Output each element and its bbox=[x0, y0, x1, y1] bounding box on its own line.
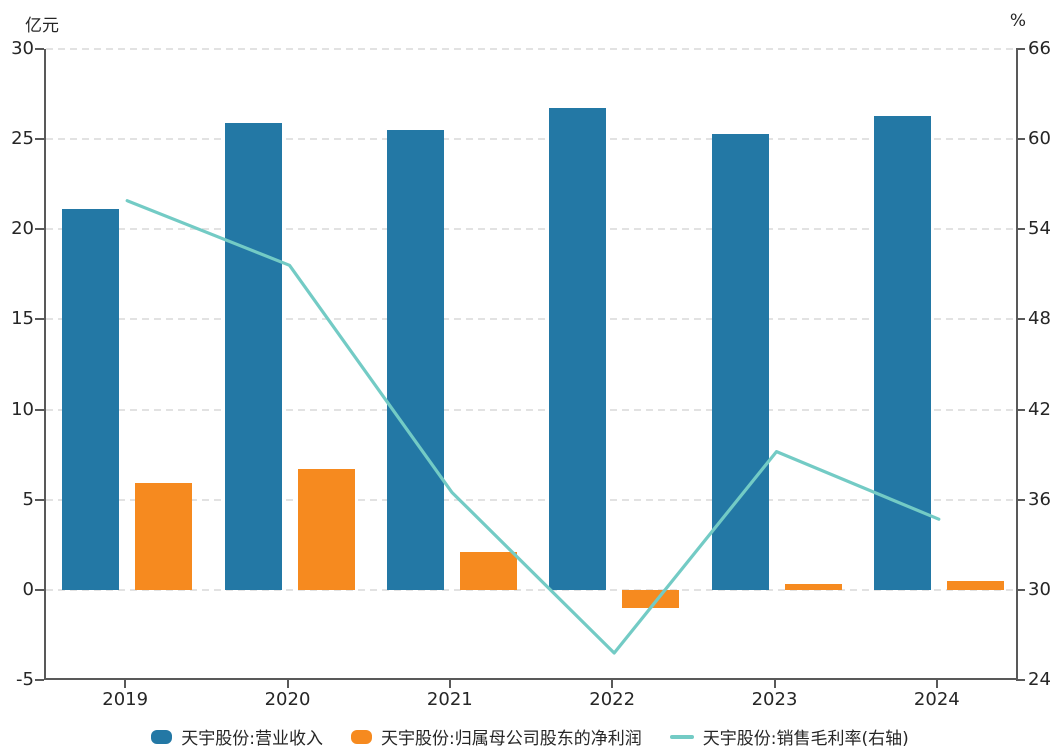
gridline-20 bbox=[46, 228, 1016, 231]
revenue-bar-2022 bbox=[549, 108, 607, 590]
gridline-0 bbox=[46, 588, 1016, 591]
net-profit-bar-2024 bbox=[946, 580, 1004, 590]
right-axis-tick-24: 24 bbox=[1028, 669, 1051, 690]
legend-item-revenue[interactable]: 天宇股份:营业收入 bbox=[151, 724, 323, 749]
right-axis-tick-66: 66 bbox=[1028, 38, 1051, 59]
left-axis-unit-label: 亿元 bbox=[25, 16, 59, 36]
left-axis-tick-20: 20 bbox=[11, 218, 34, 240]
right-tick-mark bbox=[1016, 138, 1025, 141]
x-tick-mark-2019 bbox=[124, 680, 127, 688]
legend-item-net-profit[interactable]: 天宇股份:归属母公司股东的净利润 bbox=[351, 724, 642, 749]
left-axis-tick-0: 0 bbox=[22, 578, 34, 600]
x-tick-mark-2023 bbox=[773, 680, 776, 688]
net-profit-bar-2022 bbox=[622, 589, 680, 608]
net-profit-bar-2019 bbox=[135, 483, 193, 590]
left-tick-mark bbox=[35, 679, 44, 681]
left-tick-mark bbox=[35, 408, 44, 411]
right-axis-tick-42: 42 bbox=[1028, 398, 1051, 420]
x-tick-mark-2021 bbox=[448, 680, 451, 688]
x-axis-label-2024: 2024 bbox=[913, 689, 960, 710]
left-axis-tick--5: -5 bbox=[16, 669, 34, 690]
left-tick-mark bbox=[35, 48, 44, 50]
left-axis-tick-15: 15 bbox=[11, 308, 34, 330]
gridline-15 bbox=[46, 318, 1016, 321]
right-tick-mark bbox=[1016, 679, 1025, 681]
right-axis-unit-label: % bbox=[1009, 11, 1026, 31]
gridline-30 bbox=[46, 48, 1016, 50]
plot-area bbox=[44, 48, 1018, 680]
x-axis-label-2023: 2023 bbox=[751, 689, 798, 710]
right-axis-tick-54: 54 bbox=[1028, 218, 1051, 240]
legend: 天宇股份:营业收入 天宇股份:归属母公司股东的净利润 天宇股份:销售毛利率(右轴) bbox=[0, 724, 1060, 749]
x-axis-label-2019: 2019 bbox=[102, 689, 149, 710]
x-axis-label-2021: 2021 bbox=[426, 689, 473, 710]
legend-label-revenue: 天宇股份:营业收入 bbox=[181, 729, 323, 749]
revenue-bar-2020 bbox=[224, 122, 282, 590]
right-tick-mark bbox=[1016, 318, 1025, 321]
net-profit-bar-2023 bbox=[784, 584, 842, 590]
revenue-bar-2019 bbox=[62, 209, 120, 590]
left-tick-mark bbox=[35, 318, 44, 321]
left-tick-mark bbox=[35, 228, 44, 231]
revenue-legend-swatch bbox=[151, 729, 173, 744]
gross-margin-legend-line-swatch bbox=[669, 734, 694, 739]
right-tick-mark bbox=[1016, 408, 1025, 411]
left-axis-tick-10: 10 bbox=[11, 398, 34, 420]
left-axis-tick-25: 25 bbox=[11, 128, 34, 150]
left-tick-mark bbox=[35, 498, 44, 501]
x-axis-label-2020: 2020 bbox=[264, 689, 311, 710]
x-tick-mark-2020 bbox=[286, 680, 289, 688]
gridline-5 bbox=[46, 498, 1016, 501]
gridline-25 bbox=[46, 138, 1016, 141]
revenue-bar-2021 bbox=[386, 130, 444, 590]
x-tick-mark-2022 bbox=[611, 680, 614, 688]
legend-label-net-profit: 天宇股份:归属母公司股东的净利润 bbox=[381, 729, 642, 749]
right-axis-tick-60: 60 bbox=[1028, 128, 1051, 150]
right-axis-tick-30: 30 bbox=[1028, 578, 1051, 600]
right-axis-tick-48: 48 bbox=[1028, 308, 1051, 330]
x-axis-label-2022: 2022 bbox=[589, 689, 636, 710]
right-tick-mark bbox=[1016, 228, 1025, 231]
left-axis-tick-5: 5 bbox=[22, 488, 34, 510]
left-tick-mark bbox=[35, 138, 44, 141]
net-profit-bar-2021 bbox=[459, 551, 517, 590]
legend-item-gross-margin[interactable]: 天宇股份:销售毛利率(右轴) bbox=[669, 724, 909, 749]
gross-margin-line bbox=[125, 199, 941, 655]
right-tick-mark bbox=[1016, 498, 1025, 501]
legend-label-gross-margin: 天宇股份:销售毛利率(右轴) bbox=[702, 729, 909, 749]
gridline-10 bbox=[46, 408, 1016, 411]
right-tick-mark bbox=[1016, 588, 1025, 591]
right-axis-tick-36: 36 bbox=[1028, 488, 1051, 510]
right-tick-mark bbox=[1016, 48, 1025, 50]
x-tick-mark-2024 bbox=[935, 680, 938, 688]
revenue-bar-2023 bbox=[711, 133, 769, 590]
net-profit-bar-2020 bbox=[297, 469, 355, 590]
left-axis-tick-30: 30 bbox=[11, 38, 34, 59]
left-tick-mark bbox=[35, 588, 44, 591]
net-profit-legend-swatch bbox=[351, 729, 372, 744]
